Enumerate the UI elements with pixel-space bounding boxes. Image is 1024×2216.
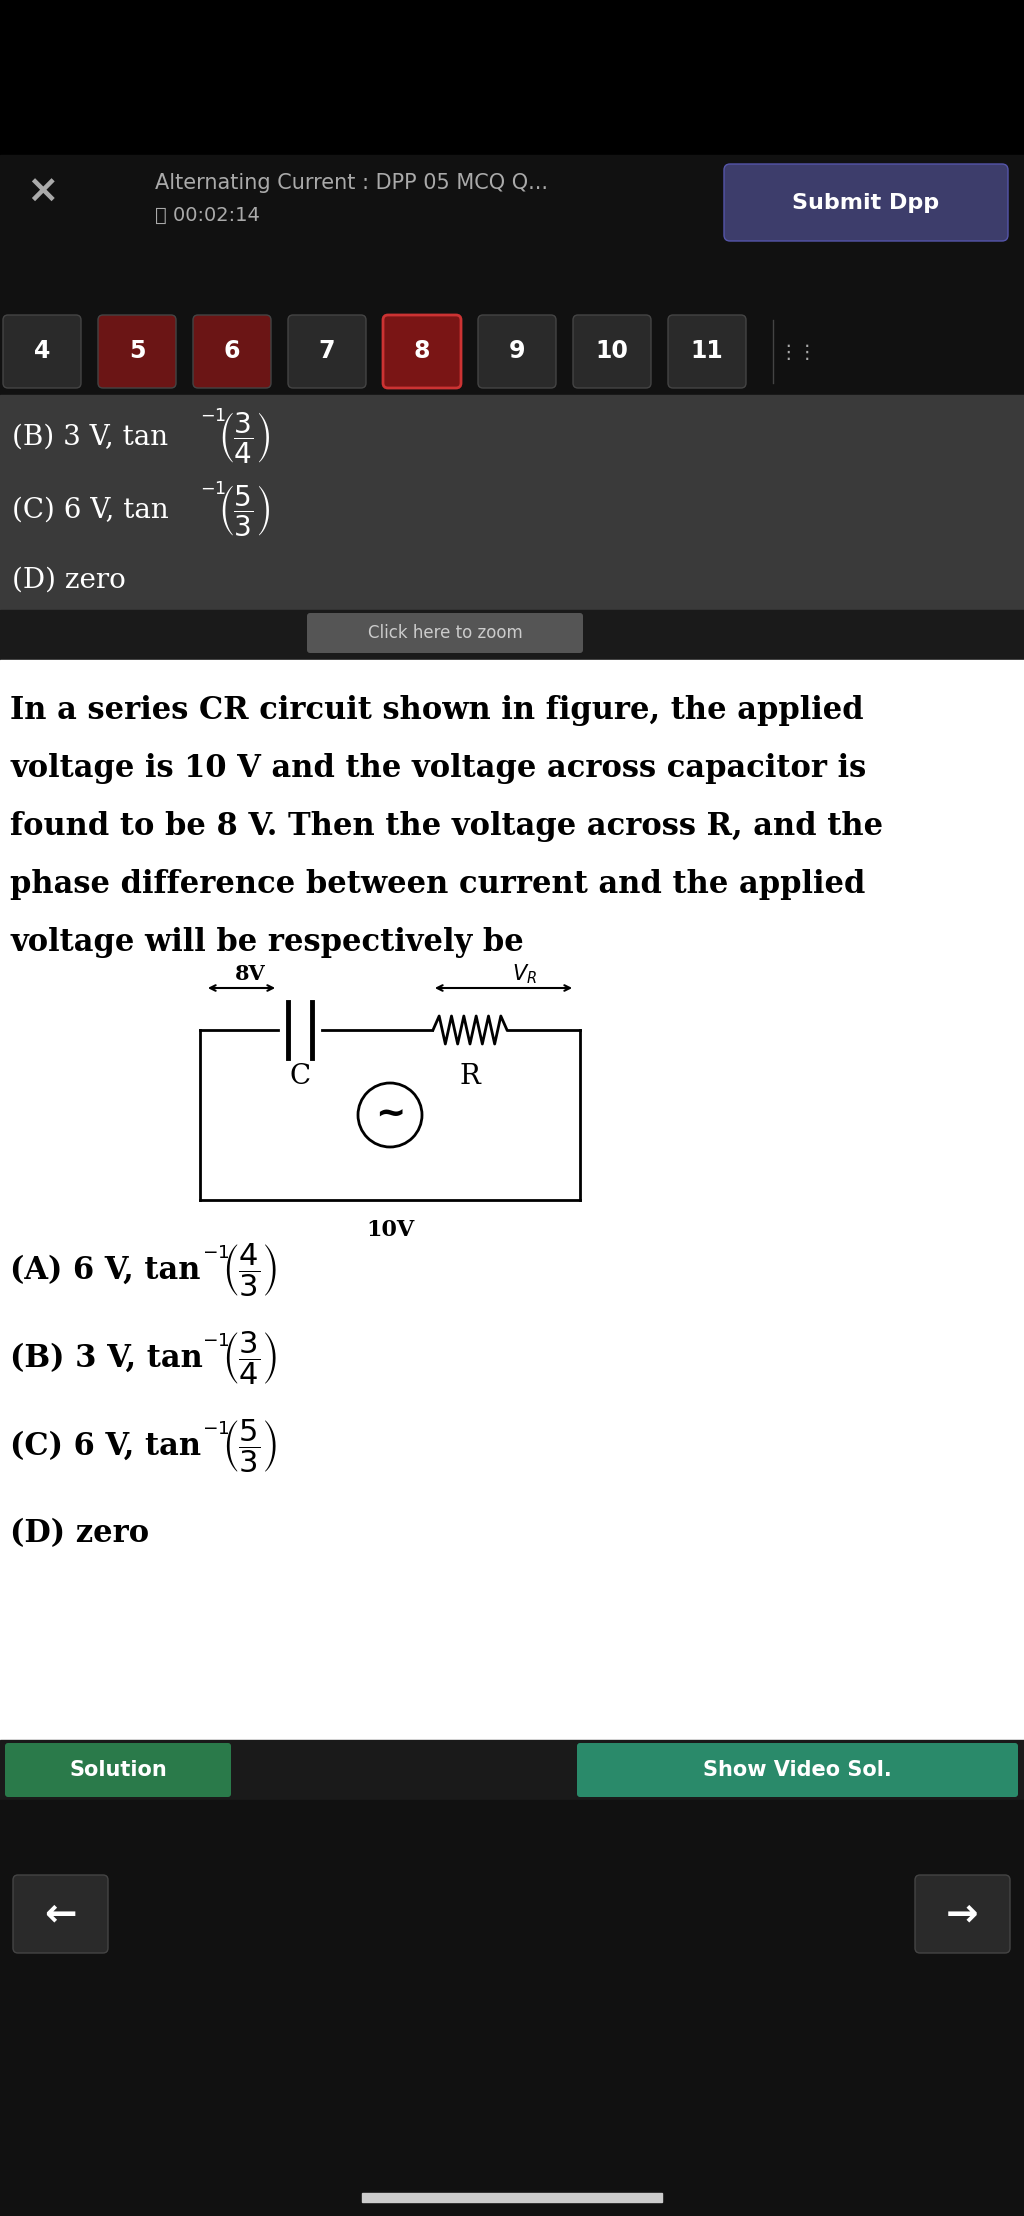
- Text: 10: 10: [596, 339, 629, 363]
- FancyBboxPatch shape: [573, 315, 651, 388]
- Text: In a series CR circuit shown in figure, the applied: In a series CR circuit shown in figure, …: [10, 694, 863, 725]
- Bar: [0, 394, 1024, 609]
- Text: 8V: 8V: [234, 964, 265, 984]
- Bar: [0, 310, 1024, 394]
- Text: phase difference between current and the applied: phase difference between current and the…: [10, 869, 865, 900]
- Text: voltage is 10 V and the voltage across capacitor is: voltage is 10 V and the voltage across c…: [10, 753, 866, 784]
- FancyBboxPatch shape: [915, 1875, 1010, 1952]
- Text: $^{-1}$: $^{-1}$: [202, 1248, 229, 1272]
- Bar: [362, 2194, 662, 2203]
- Text: →: →: [946, 1895, 978, 1932]
- Text: (D) zero: (D) zero: [12, 567, 126, 594]
- FancyBboxPatch shape: [478, 315, 556, 388]
- Bar: [0, 660, 1024, 1740]
- Text: ←: ←: [44, 1895, 77, 1932]
- Text: (C) 6 V, tan: (C) 6 V, tan: [12, 496, 169, 523]
- Text: $^{-1}$: $^{-1}$: [202, 1334, 229, 1361]
- Text: Click here to zoom: Click here to zoom: [368, 625, 522, 643]
- FancyBboxPatch shape: [5, 1744, 231, 1797]
- Text: Show Video Sol.: Show Video Sol.: [703, 1760, 892, 1779]
- Text: $\left(\dfrac{5}{3}\right)$: $\left(\dfrac{5}{3}\right)$: [222, 1418, 278, 1476]
- Text: C: C: [290, 1061, 310, 1090]
- Text: $\left(\dfrac{3}{4}\right)$: $\left(\dfrac{3}{4}\right)$: [218, 410, 270, 465]
- Text: found to be 8 V. Then the voltage across R, and the: found to be 8 V. Then the voltage across…: [10, 811, 883, 842]
- FancyBboxPatch shape: [288, 315, 366, 388]
- Text: $^{-1}$: $^{-1}$: [200, 485, 226, 507]
- Text: ×: ×: [26, 173, 58, 211]
- Text: 5: 5: [129, 339, 145, 363]
- Text: 10V: 10V: [366, 1219, 414, 1241]
- Text: (B) 3 V, tan: (B) 3 V, tan: [10, 1343, 203, 1374]
- Text: R: R: [460, 1061, 480, 1090]
- Bar: [0, 1799, 1024, 2216]
- FancyBboxPatch shape: [383, 315, 461, 388]
- Bar: [0, 155, 1024, 310]
- Text: ⏱ 00:02:14: ⏱ 00:02:14: [155, 206, 260, 224]
- Circle shape: [358, 1084, 422, 1148]
- Text: 6: 6: [224, 339, 241, 363]
- Text: 9: 9: [509, 339, 525, 363]
- Bar: [0, 609, 1024, 660]
- Bar: [0, 0, 1024, 155]
- FancyBboxPatch shape: [193, 315, 271, 388]
- Text: (A) 6 V, tan: (A) 6 V, tan: [10, 1254, 201, 1285]
- Text: voltage will be respectively be: voltage will be respectively be: [10, 926, 523, 957]
- FancyBboxPatch shape: [3, 315, 81, 388]
- Text: ⋮⋮: ⋮⋮: [778, 343, 817, 363]
- FancyBboxPatch shape: [724, 164, 1008, 242]
- Text: $\left(\dfrac{4}{3}\right)$: $\left(\dfrac{4}{3}\right)$: [222, 1241, 278, 1299]
- Text: (C) 6 V, tan: (C) 6 V, tan: [10, 1432, 201, 1463]
- FancyBboxPatch shape: [307, 614, 583, 654]
- Text: 7: 7: [318, 339, 335, 363]
- Text: (D) zero: (D) zero: [10, 1518, 150, 1549]
- FancyBboxPatch shape: [668, 315, 746, 388]
- Text: $\left(\dfrac{3}{4}\right)$: $\left(\dfrac{3}{4}\right)$: [222, 1330, 278, 1387]
- Bar: [0, 1740, 1024, 1799]
- Text: $^{-1}$: $^{-1}$: [200, 412, 226, 434]
- Text: Solution: Solution: [70, 1760, 167, 1779]
- Text: 4: 4: [34, 339, 50, 363]
- Text: ~: ~: [375, 1097, 406, 1132]
- Text: (B) 3 V, tan: (B) 3 V, tan: [12, 423, 168, 450]
- Text: $V_R$: $V_R$: [512, 962, 538, 986]
- Text: $\left(\dfrac{5}{3}\right)$: $\left(\dfrac{5}{3}\right)$: [218, 483, 270, 538]
- FancyBboxPatch shape: [98, 315, 176, 388]
- Text: $^{-1}$: $^{-1}$: [202, 1423, 229, 1449]
- Text: Submit Dpp: Submit Dpp: [793, 193, 940, 213]
- FancyBboxPatch shape: [577, 1744, 1018, 1797]
- Text: 11: 11: [690, 339, 723, 363]
- Text: Alternating Current : DPP 05 MCQ Q...: Alternating Current : DPP 05 MCQ Q...: [155, 173, 548, 193]
- FancyBboxPatch shape: [13, 1875, 108, 1952]
- Text: 8: 8: [414, 339, 430, 363]
